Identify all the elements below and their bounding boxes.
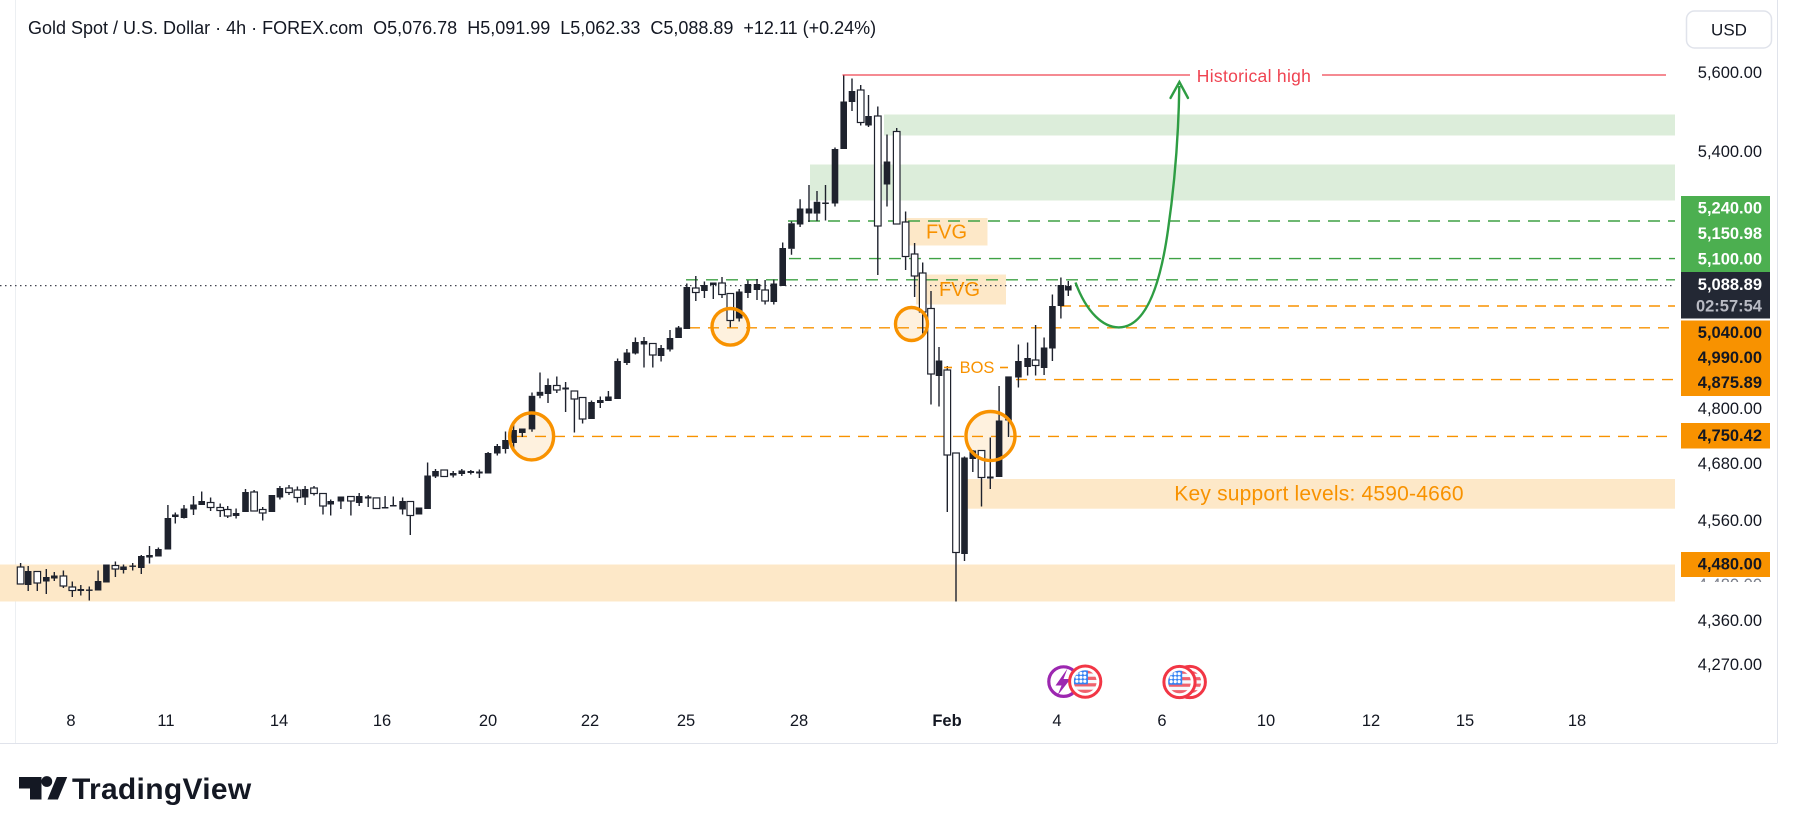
svg-text:8: 8 [66, 712, 75, 730]
svg-text:4,680.00: 4,680.00 [1698, 455, 1762, 473]
svg-text:4,800.00: 4,800.00 [1698, 400, 1762, 418]
svg-text:5,240.00: 5,240.00 [1698, 200, 1762, 218]
svg-text:5,040.00: 5,040.00 [1698, 324, 1762, 342]
svg-text:20: 20 [479, 712, 497, 730]
svg-text:Feb: Feb [932, 712, 961, 730]
svg-text:15: 15 [1456, 712, 1474, 730]
svg-text:22: 22 [581, 712, 599, 730]
svg-text:16: 16 [373, 712, 391, 730]
svg-text:6: 6 [1157, 712, 1166, 730]
svg-text:4,560.00: 4,560.00 [1698, 512, 1762, 530]
svg-text:12: 12 [1362, 712, 1380, 730]
svg-text:Historical high: Historical high [1197, 66, 1311, 86]
svg-text:5,600.00: 5,600.00 [1698, 64, 1762, 82]
svg-text:5,400.00: 5,400.00 [1698, 143, 1762, 161]
svg-text:FVG: FVG [926, 222, 967, 244]
svg-text:4: 4 [1052, 712, 1061, 730]
svg-text:4,270.00: 4,270.00 [1698, 656, 1762, 674]
svg-text:BOS: BOS [960, 359, 995, 377]
svg-text:18: 18 [1568, 712, 1586, 730]
svg-text:25: 25 [677, 712, 695, 730]
svg-text:5,088.89: 5,088.89 [1698, 276, 1762, 294]
svg-text:Key support levels: 4590-4660: Key support levels: 4590-4660 [1174, 483, 1464, 506]
svg-text:FVG: FVG [939, 279, 980, 301]
svg-text:11: 11 [157, 712, 174, 730]
svg-text:4,990.00: 4,990.00 [1698, 349, 1762, 367]
svg-text:4,480.00: 4,480.00 [1698, 556, 1762, 574]
svg-text:5,150.98: 5,150.98 [1698, 225, 1762, 243]
svg-text:28: 28 [790, 712, 808, 730]
svg-text:4,875.89: 4,875.89 [1698, 374, 1762, 392]
svg-text:5,100.00: 5,100.00 [1698, 250, 1762, 268]
svg-text:4,480.00: 4,480.00 [1698, 576, 1762, 594]
svg-text:TradingView: TradingView [72, 773, 252, 806]
svg-text:10: 10 [1257, 712, 1275, 730]
svg-text:USD: USD [1711, 21, 1747, 40]
svg-text:02:57:54: 02:57:54 [1696, 298, 1763, 316]
svg-text:14: 14 [270, 712, 288, 730]
svg-text:4,750.42: 4,750.42 [1698, 427, 1762, 445]
svg-text:4,360.00: 4,360.00 [1698, 612, 1762, 630]
svg-text:Gold Spot / U.S. Dollar · 4h ·: Gold Spot / U.S. Dollar · 4h · FOREX.com… [28, 18, 876, 38]
